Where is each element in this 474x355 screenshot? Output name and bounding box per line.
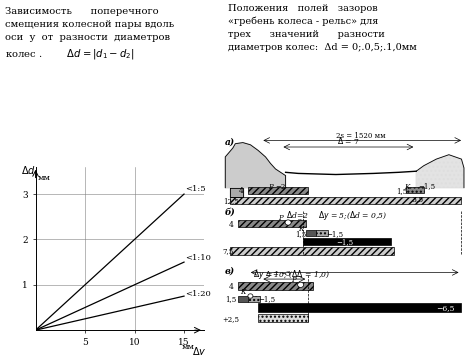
- Text: 12,5: 12,5: [223, 197, 238, 205]
- Text: −1,5: −1,5: [326, 230, 343, 238]
- Text: $\Delta$d=2: $\Delta$d=2: [285, 209, 309, 220]
- Text: −2: −2: [275, 182, 286, 191]
- Bar: [306, 230, 316, 236]
- Text: −1,5: −1,5: [419, 182, 436, 191]
- Text: −2: −2: [304, 281, 315, 289]
- Text: мм: мм: [37, 174, 51, 182]
- Text: +2,5: +2,5: [223, 315, 240, 323]
- Polygon shape: [416, 155, 464, 188]
- Text: −1,5: −1,5: [336, 238, 353, 246]
- Circle shape: [298, 282, 304, 288]
- Text: <1:20: <1:20: [185, 290, 211, 298]
- Text: 1,5: 1,5: [396, 187, 407, 195]
- Bar: [238, 282, 313, 290]
- Bar: [248, 296, 260, 302]
- Polygon shape: [230, 188, 243, 197]
- Text: P: P: [278, 214, 283, 222]
- Bar: [406, 187, 424, 193]
- Text: мм: мм: [182, 343, 195, 351]
- Text: 7,5: 7,5: [223, 247, 234, 256]
- Text: Зависимость      поперечного
смещения колесной пары вдоль
оси  у  от  разности  : Зависимость поперечного смещения колесно…: [5, 7, 174, 61]
- Text: 1,5: 1,5: [225, 295, 237, 303]
- Text: $\Delta y$ = 5;($\Delta$d = 0,5): $\Delta y$ = 5;($\Delta$d = 0,5): [318, 209, 388, 222]
- Bar: [258, 314, 308, 322]
- Bar: [238, 296, 248, 302]
- Text: $\Delta y$ = 10; ($\Delta\Delta$ = 1,0): $\Delta y$ = 10; ($\Delta\Delta$ = 1,0): [253, 268, 330, 281]
- Bar: [248, 187, 308, 194]
- Text: б): б): [225, 208, 236, 217]
- Text: 4: 4: [239, 187, 244, 196]
- Text: $\Delta y$: $\Delta y$: [192, 345, 207, 355]
- Text: <1:5: <1:5: [185, 185, 206, 193]
- Text: −6,5: −6,5: [436, 304, 455, 312]
- Text: К: К: [404, 182, 409, 191]
- Text: $\Delta d$: $\Delta d$: [21, 164, 36, 176]
- Text: 2s = 1520 мм: 2s = 1520 мм: [336, 132, 386, 140]
- Text: 3,5: 3,5: [411, 195, 423, 203]
- Text: К: К: [240, 288, 246, 296]
- Text: −1,5: −1,5: [258, 295, 275, 304]
- Text: P: P: [291, 276, 295, 284]
- Bar: [230, 247, 393, 255]
- Text: 4: 4: [229, 221, 234, 229]
- Text: P: P: [268, 182, 273, 191]
- Circle shape: [248, 294, 253, 298]
- Text: $\Delta$ = 7: $\Delta$ = 7: [337, 135, 360, 146]
- Polygon shape: [225, 143, 285, 188]
- Bar: [258, 303, 461, 312]
- Text: 1,5: 1,5: [296, 230, 307, 238]
- Text: К: К: [298, 225, 303, 233]
- Text: −2: −2: [292, 218, 302, 226]
- Text: Положения   полей   зазоров
«гребень колеса - рельс» для
трех      значений     : Положения полей зазоров «гребень колеса …: [228, 4, 416, 52]
- Bar: [316, 230, 328, 236]
- Text: в): в): [225, 267, 235, 276]
- Text: а): а): [225, 137, 235, 146]
- Text: <1:10: <1:10: [185, 254, 211, 262]
- Text: $\Delta$ = −3: $\Delta$ = −3: [265, 269, 292, 278]
- Bar: [303, 238, 391, 245]
- Bar: [238, 220, 306, 227]
- Text: 4: 4: [229, 283, 234, 291]
- Circle shape: [285, 220, 291, 225]
- Bar: [230, 197, 461, 204]
